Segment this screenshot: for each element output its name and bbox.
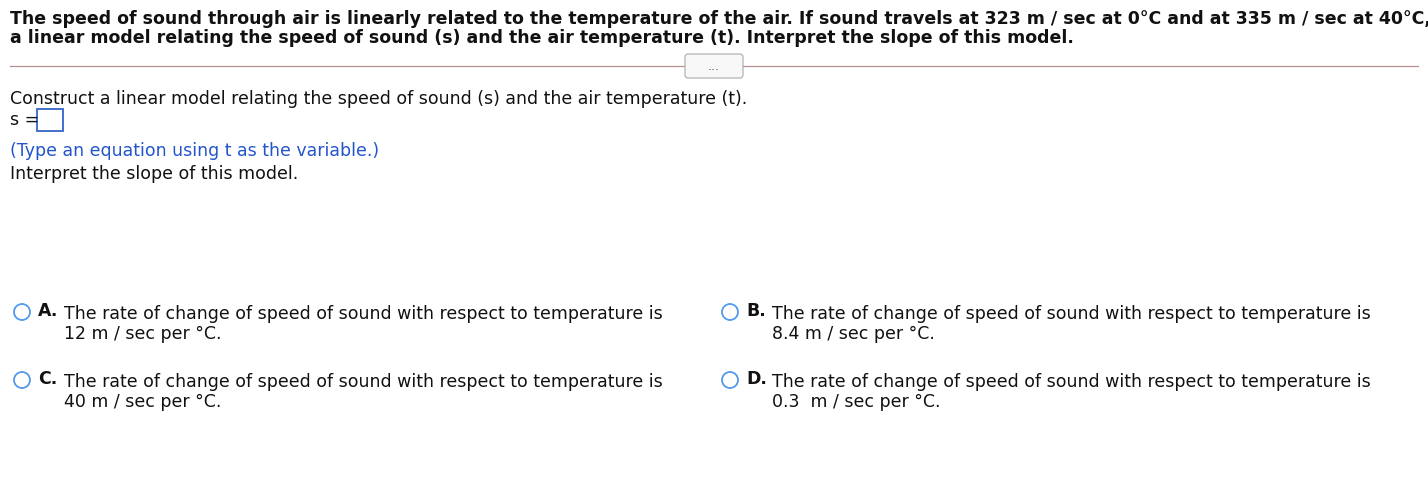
FancyBboxPatch shape	[37, 109, 63, 131]
Text: A.: A.	[39, 302, 59, 320]
Text: (Type an equation using t as the variable.): (Type an equation using t as the variabl…	[10, 142, 378, 160]
Text: Interpret the slope of this model.: Interpret the slope of this model.	[10, 165, 298, 183]
Text: C.: C.	[39, 370, 57, 388]
Text: The speed of sound through air is linearly related to the temperature of the air: The speed of sound through air is linear…	[10, 10, 1428, 28]
Text: The rate of change of speed of sound with respect to temperature is: The rate of change of speed of sound wit…	[64, 373, 663, 391]
Text: 12 m / sec per °C.: 12 m / sec per °C.	[64, 325, 221, 343]
Text: 40 m / sec per °C.: 40 m / sec per °C.	[64, 393, 221, 411]
Text: The rate of change of speed of sound with respect to temperature is: The rate of change of speed of sound wit…	[773, 305, 1371, 323]
Text: a linear model relating the speed of sound (s) and the air temperature (t). Inte: a linear model relating the speed of sou…	[10, 29, 1074, 47]
Text: The rate of change of speed of sound with respect to temperature is: The rate of change of speed of sound wit…	[773, 373, 1371, 391]
Text: B.: B.	[745, 302, 765, 320]
Text: Construct a linear model relating the speed of sound (s) and the air temperature: Construct a linear model relating the sp…	[10, 90, 747, 108]
Text: s =: s =	[10, 111, 39, 129]
Text: ...: ...	[708, 59, 720, 72]
Text: The rate of change of speed of sound with respect to temperature is: The rate of change of speed of sound wit…	[64, 305, 663, 323]
Text: D.: D.	[745, 370, 767, 388]
Text: 0.3  m / sec per °C.: 0.3 m / sec per °C.	[773, 393, 941, 411]
Text: 8.4 m / sec per °C.: 8.4 m / sec per °C.	[773, 325, 935, 343]
FancyBboxPatch shape	[685, 54, 743, 78]
